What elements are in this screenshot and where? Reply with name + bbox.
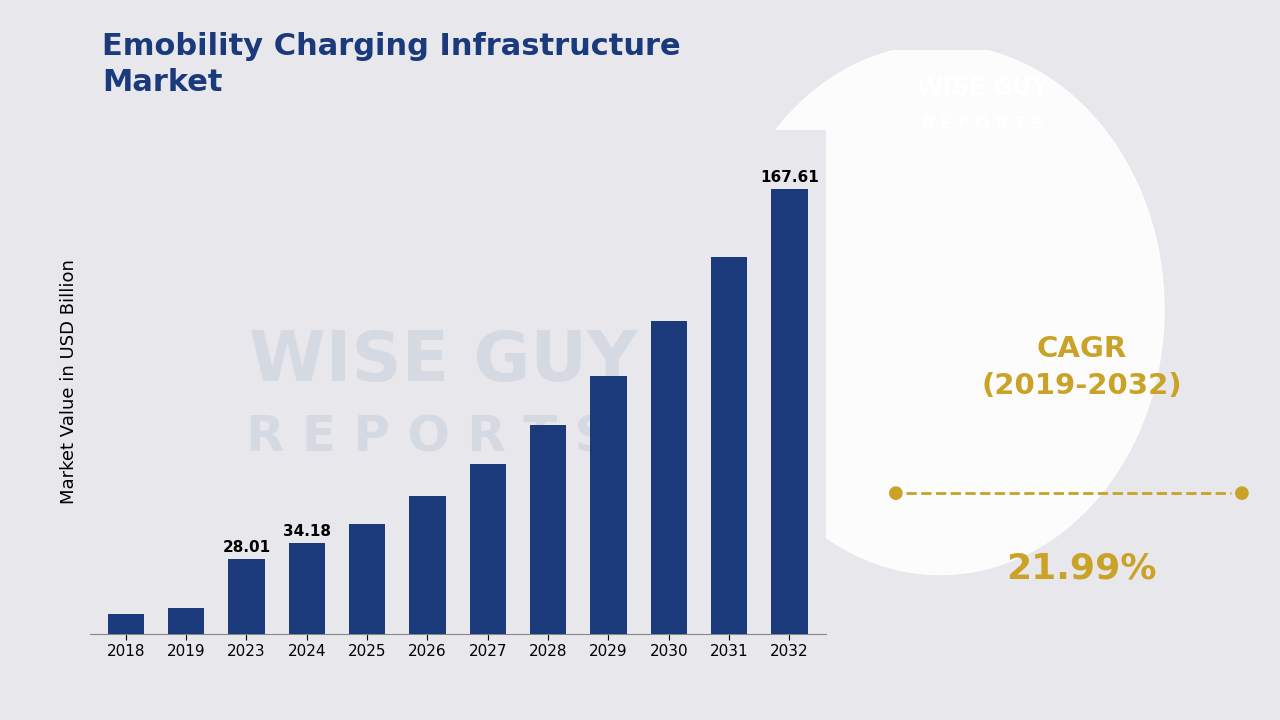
Text: ●: ● [1234,484,1249,503]
Bar [470,464,506,634]
Bar [168,608,205,634]
Text: WISE GUY: WISE GUY [248,328,637,395]
Bar [710,257,748,634]
Bar [590,377,626,634]
Bar [108,613,143,634]
Bar [530,426,566,634]
Bar [650,320,687,634]
Bar [228,559,265,634]
Bar [289,543,325,634]
Text: WISE GUY: WISE GUY [916,76,1050,99]
Circle shape [717,45,1164,575]
Text: 21.99%: 21.99% [1006,552,1157,586]
Text: 167.61: 167.61 [760,170,819,185]
Bar [410,495,445,634]
Text: R E P O R T S: R E P O R T S [923,115,1043,133]
Text: ●: ● [888,484,904,503]
Text: 28.01: 28.01 [223,540,270,555]
Text: CAGR
(2019-2032): CAGR (2019-2032) [982,335,1181,400]
Text: R E P O R T S: R E P O R T S [246,413,611,461]
Y-axis label: Market Value in USD Billion: Market Value in USD Billion [60,259,78,504]
Bar [349,523,385,634]
Text: 34.18: 34.18 [283,524,330,539]
Text: Emobility Charging Infrastructure
Market: Emobility Charging Infrastructure Market [102,32,681,97]
Bar [772,189,808,634]
